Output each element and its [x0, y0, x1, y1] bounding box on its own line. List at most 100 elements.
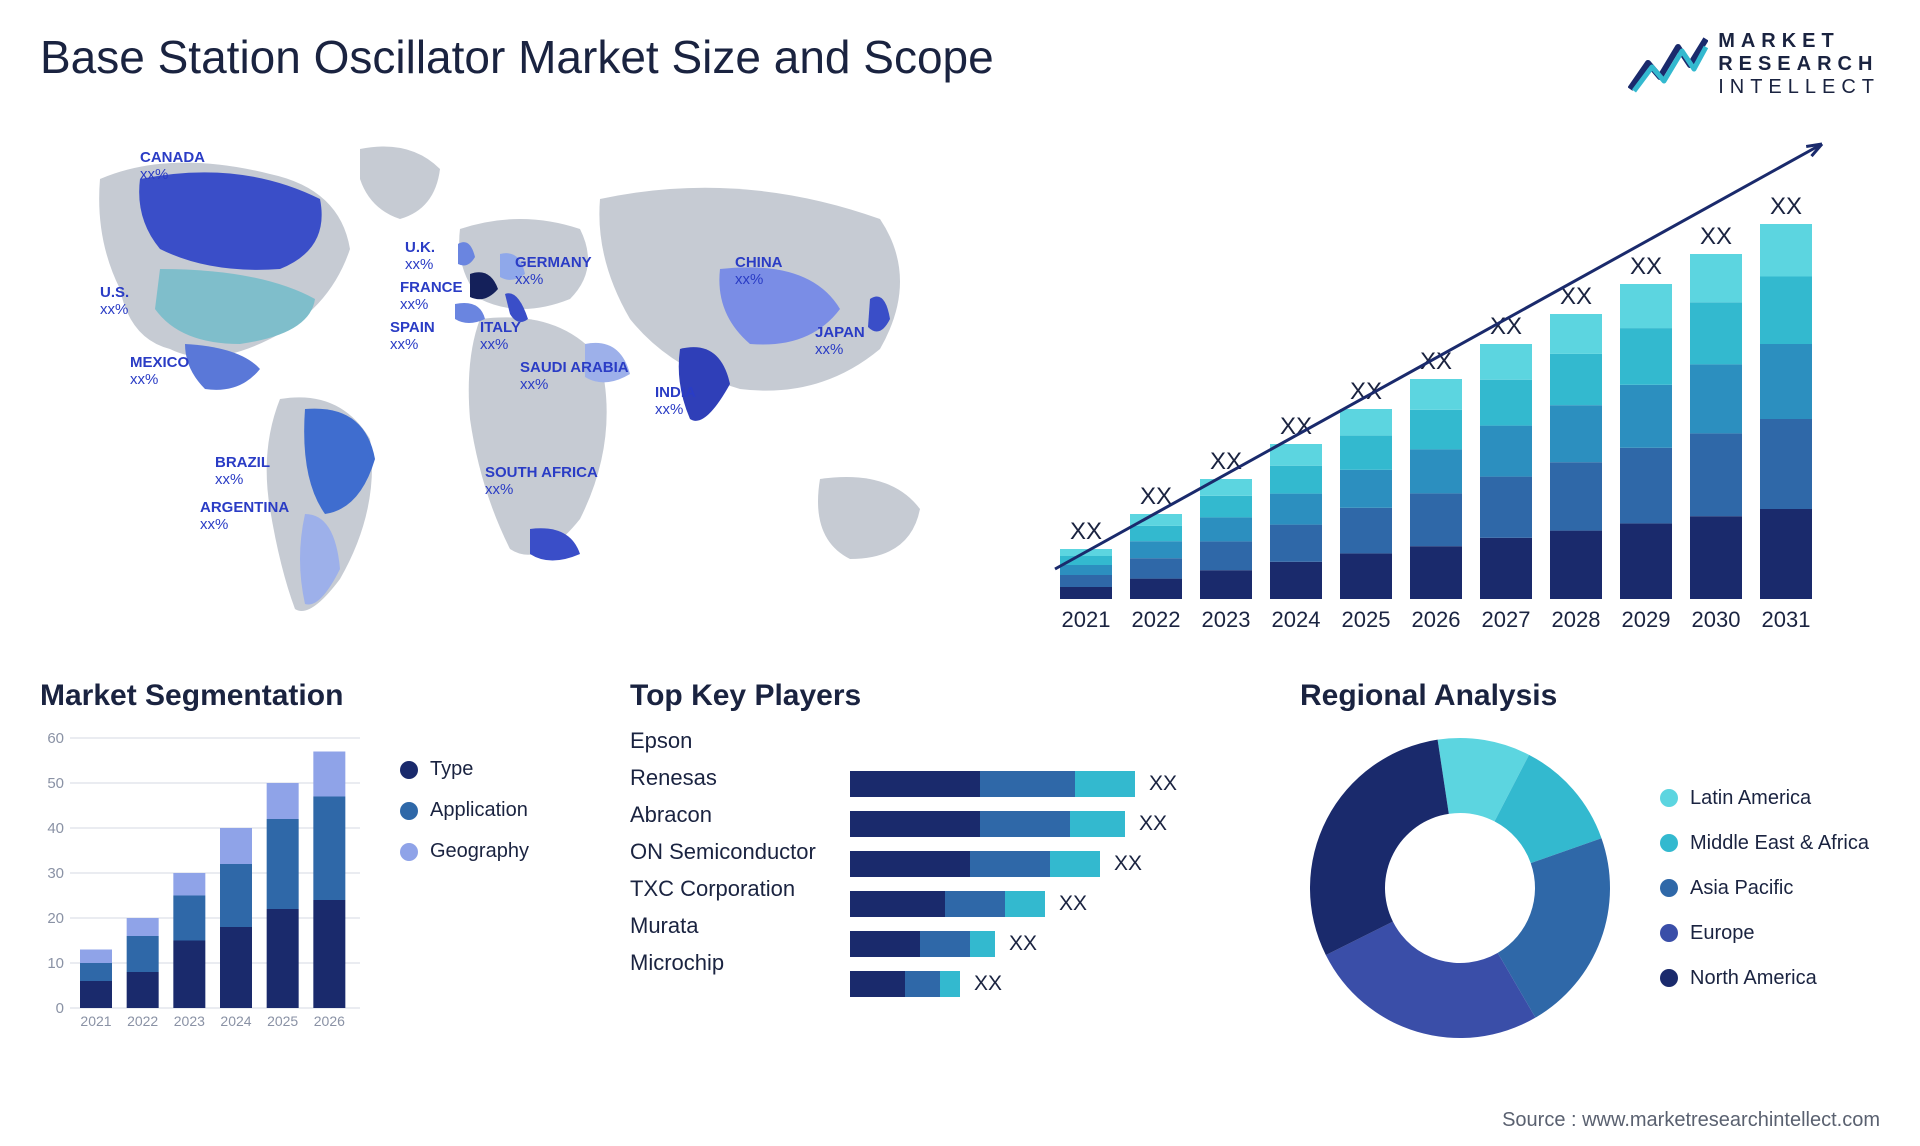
legend-swatch — [1660, 789, 1678, 807]
main-forecast-chart: XX2021XX2022XX2023XX2024XX2025XX2026XX20… — [1000, 109, 1880, 649]
svg-text:0: 0 — [56, 1000, 64, 1017]
map-country-label: BRAZILxx% — [215, 454, 270, 489]
region-legend-item: Europe — [1660, 922, 1869, 945]
main-chart-svg: XX2021XX2022XX2023XX2024XX2025XX2026XX20… — [1000, 109, 1860, 649]
segmentation-panel: Market Segmentation 01020304050602021202… — [40, 679, 600, 1048]
svg-text:XX: XX — [1630, 253, 1662, 280]
region-label: Asia Pacific — [1690, 877, 1793, 900]
svg-text:XX: XX — [1070, 518, 1102, 545]
svg-text:2025: 2025 — [1342, 607, 1391, 632]
player-value: XX — [1114, 852, 1142, 876]
legend-label: Type — [430, 758, 473, 781]
logo-text: MARKET RESEARCH INTELLECT — [1718, 30, 1880, 99]
page-title: Base Station Oscillator Market Size and … — [40, 30, 994, 84]
legend-swatch — [1660, 879, 1678, 897]
world-map-panel: CANADAxx%U.S.xx%MEXICOxx%BRAZILxx%ARGENT… — [40, 109, 980, 649]
player-bar-row: XX — [850, 850, 1270, 878]
player-bar-row: XX — [850, 770, 1270, 798]
svg-text:XX: XX — [1210, 448, 1242, 475]
legend-label: Application — [430, 799, 528, 822]
regional-panel: Regional Analysis Latin AmericaMiddle Ea… — [1300, 679, 1880, 1048]
region-label: Europe — [1690, 922, 1755, 945]
legend-swatch — [400, 802, 418, 820]
legend-swatch — [400, 843, 418, 861]
region-label: North America — [1690, 967, 1817, 990]
map-country-label: MEXICOxx% — [130, 354, 189, 389]
region-legend-item: Middle East & Africa — [1660, 832, 1869, 855]
legend-swatch — [1660, 969, 1678, 987]
top-row: CANADAxx%U.S.xx%MEXICOxx%BRAZILxx%ARGENT… — [40, 109, 1880, 649]
legend-item: Application — [400, 799, 529, 822]
header: Base Station Oscillator Market Size and … — [40, 30, 1880, 99]
svg-text:40: 40 — [47, 820, 64, 837]
player-bar — [850, 851, 1100, 877]
player-bar-row: XX — [850, 930, 1270, 958]
map-country-label: CHINAxx% — [735, 254, 783, 289]
bottom-row: Market Segmentation 01020304050602021202… — [40, 679, 1880, 1048]
player-bar-row — [850, 730, 1270, 758]
map-country-label: SOUTH AFRICAxx% — [485, 464, 598, 499]
player-bar — [850, 771, 1135, 797]
map-country-label: ITALYxx% — [480, 319, 521, 354]
svg-text:2022: 2022 — [1132, 607, 1181, 632]
player-name: Microchip — [630, 950, 830, 976]
region-legend-item: Latin America — [1660, 787, 1869, 810]
svg-text:2021: 2021 — [1062, 607, 1111, 632]
map-country-label: ARGENTINAxx% — [200, 499, 289, 534]
svg-text:XX: XX — [1700, 223, 1732, 250]
svg-text:2023: 2023 — [174, 1013, 205, 1029]
svg-text:50: 50 — [47, 775, 64, 792]
map-country-label: INDIAxx% — [655, 384, 696, 419]
player-value: XX — [1009, 932, 1037, 956]
map-country-label: GERMANYxx% — [515, 254, 592, 289]
svg-text:2025: 2025 — [267, 1013, 298, 1029]
svg-text:2027: 2027 — [1482, 607, 1531, 632]
key-player-labels: EpsonRenesasAbraconON SemiconductorTXC C… — [630, 728, 830, 998]
player-bar-row: XX — [850, 970, 1270, 998]
player-name: Murata — [630, 913, 830, 939]
map-country-label: CANADAxx% — [140, 149, 205, 184]
regional-legend: Latin America Middle East & Africa Asia Pa… — [1660, 787, 1869, 990]
player-bar — [850, 891, 1045, 917]
player-bar-row: XX — [850, 890, 1270, 918]
svg-text:2024: 2024 — [220, 1013, 251, 1029]
player-name: Epson — [630, 728, 830, 754]
svg-text:2026: 2026 — [1412, 607, 1461, 632]
legend-item: Type — [400, 758, 529, 781]
region-label: Middle East & Africa — [1690, 832, 1869, 855]
svg-text:2023: 2023 — [1202, 607, 1251, 632]
svg-text:60: 60 — [47, 730, 64, 747]
player-name: Abracon — [630, 802, 830, 828]
segmentation-legend: Type Application Geography — [400, 728, 529, 1038]
region-label: Latin America — [1690, 787, 1811, 810]
svg-text:2028: 2028 — [1552, 607, 1601, 632]
player-name: TXC Corporation — [630, 876, 830, 902]
legend-item: Geography — [400, 840, 529, 863]
svg-text:2022: 2022 — [127, 1013, 158, 1029]
logo-icon — [1628, 33, 1708, 97]
key-player-bars: XX XX XX XX XX XX — [850, 728, 1270, 998]
svg-text:2026: 2026 — [314, 1013, 345, 1029]
svg-text:2024: 2024 — [1272, 607, 1321, 632]
svg-text:30: 30 — [47, 865, 64, 882]
map-country-label: SAUDI ARABIAxx% — [520, 359, 629, 394]
segmentation-chart: 0102030405060202120222023202420252026 — [40, 728, 370, 1038]
legend-swatch — [400, 761, 418, 779]
player-value: XX — [1149, 772, 1177, 796]
svg-text:2031: 2031 — [1762, 607, 1811, 632]
legend-swatch — [1660, 834, 1678, 852]
svg-text:10: 10 — [47, 955, 64, 972]
region-legend-item: North America — [1660, 967, 1869, 990]
svg-text:2030: 2030 — [1692, 607, 1741, 632]
legend-label: Geography — [430, 840, 529, 863]
map-country-label: FRANCExx% — [400, 279, 463, 314]
key-players-title: Top Key Players — [630, 679, 1270, 713]
player-value: XX — [1139, 812, 1167, 836]
svg-text:2021: 2021 — [80, 1013, 111, 1029]
player-name: Renesas — [630, 765, 830, 791]
logo: MARKET RESEARCH INTELLECT — [1628, 30, 1880, 99]
player-bar — [850, 971, 960, 997]
key-players-panel: Top Key Players EpsonRenesasAbraconON Se… — [630, 679, 1270, 1048]
legend-swatch — [1660, 924, 1678, 942]
player-value: XX — [1059, 892, 1087, 916]
